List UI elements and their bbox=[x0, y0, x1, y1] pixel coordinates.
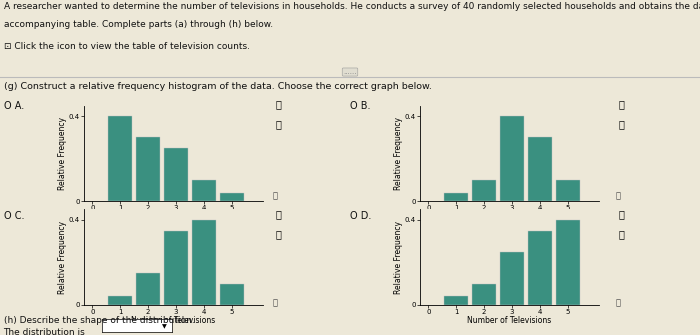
Text: O C.: O C. bbox=[4, 211, 24, 221]
Text: ⊡ Click the icon to view the table of television counts.: ⊡ Click the icon to view the table of te… bbox=[4, 42, 249, 51]
Text: (h) Describe the shape of the distribution.: (h) Describe the shape of the distributi… bbox=[4, 316, 195, 325]
Bar bbox=[556, 220, 580, 305]
Text: accompanying table. Complete parts (a) through (h) below.: accompanying table. Complete parts (a) t… bbox=[4, 20, 272, 29]
Bar bbox=[444, 193, 468, 201]
Bar bbox=[136, 273, 160, 305]
Bar bbox=[528, 230, 552, 305]
Bar bbox=[220, 284, 244, 305]
Text: ......: ...... bbox=[343, 69, 357, 75]
Text: ▼: ▼ bbox=[162, 324, 167, 329]
Text: 🔍: 🔍 bbox=[619, 209, 624, 219]
Bar bbox=[108, 296, 132, 305]
Text: 🔍: 🔍 bbox=[276, 209, 281, 219]
Bar bbox=[473, 180, 496, 201]
Text: A researcher wanted to determine the number of televisions in households. He con: A researcher wanted to determine the num… bbox=[4, 2, 700, 11]
Bar bbox=[192, 220, 216, 305]
Text: O A.: O A. bbox=[4, 100, 24, 111]
Text: 🔍: 🔍 bbox=[619, 229, 624, 240]
Bar bbox=[556, 180, 580, 201]
Y-axis label: Relative Frequency: Relative Frequency bbox=[394, 117, 403, 190]
Bar bbox=[108, 116, 132, 201]
X-axis label: Number of Televisions: Number of Televisions bbox=[131, 316, 216, 325]
Bar bbox=[164, 148, 188, 201]
Text: 🔍: 🔍 bbox=[276, 229, 281, 240]
X-axis label: Number of Televisions: Number of Televisions bbox=[467, 212, 552, 221]
Text: 🔍: 🔍 bbox=[276, 119, 281, 129]
Text: ⧉: ⧉ bbox=[272, 299, 278, 308]
Text: 🔍: 🔍 bbox=[619, 119, 624, 129]
Text: O B.: O B. bbox=[350, 100, 370, 111]
X-axis label: Number of Televisions: Number of Televisions bbox=[131, 212, 216, 221]
Text: O D.: O D. bbox=[350, 211, 372, 221]
Bar bbox=[528, 137, 552, 201]
Bar bbox=[220, 193, 244, 201]
Bar bbox=[444, 296, 468, 305]
Text: ⧉: ⧉ bbox=[615, 192, 621, 200]
Bar bbox=[136, 137, 160, 201]
Bar bbox=[164, 230, 188, 305]
Bar bbox=[192, 180, 216, 201]
Text: The distribution is: The distribution is bbox=[4, 328, 85, 335]
Bar bbox=[500, 252, 524, 305]
Bar bbox=[500, 116, 524, 201]
Y-axis label: Relative Frequency: Relative Frequency bbox=[58, 221, 67, 293]
X-axis label: Number of Televisions: Number of Televisions bbox=[467, 316, 552, 325]
Y-axis label: Relative Frequency: Relative Frequency bbox=[58, 117, 67, 190]
Y-axis label: Relative Frequency: Relative Frequency bbox=[394, 221, 403, 293]
Text: (g) Construct a relative frequency histogram of the data. Choose the correct gra: (g) Construct a relative frequency histo… bbox=[4, 82, 431, 91]
Bar bbox=[473, 284, 496, 305]
Text: ⧉: ⧉ bbox=[272, 192, 278, 200]
Text: 🔍: 🔍 bbox=[619, 99, 624, 109]
Text: 🔍: 🔍 bbox=[276, 99, 281, 109]
Text: ⧉: ⧉ bbox=[615, 299, 621, 308]
